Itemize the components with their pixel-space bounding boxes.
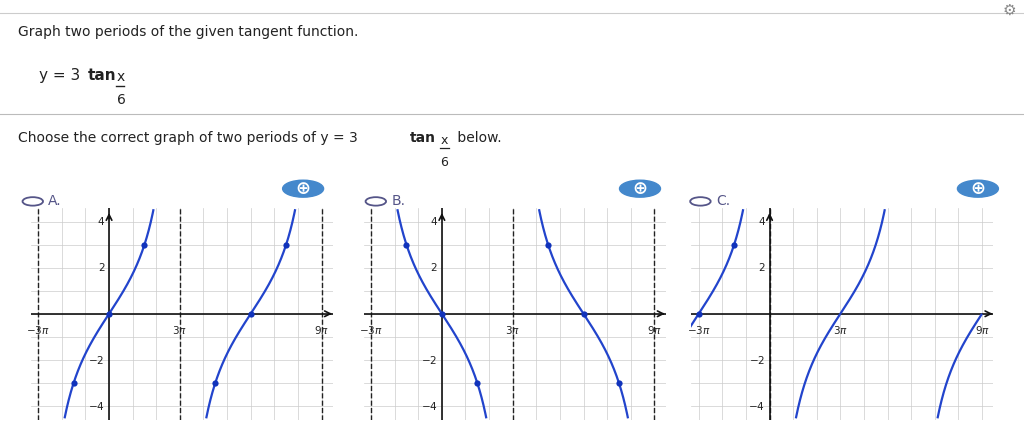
Text: $-3\pi$: $-3\pi$: [687, 324, 711, 336]
Text: C.: C.: [716, 194, 730, 209]
Text: tan: tan: [410, 131, 435, 145]
Text: B.: B.: [391, 194, 406, 209]
Text: Graph two periods of the given tangent function.: Graph two periods of the given tangent f…: [18, 25, 358, 39]
Text: below.: below.: [453, 131, 501, 145]
Text: $-$4: $-$4: [421, 400, 437, 412]
Text: $-3\pi$: $-3\pi$: [359, 324, 383, 336]
Text: 2: 2: [98, 263, 104, 273]
Text: $3\pi$: $3\pi$: [833, 324, 848, 336]
Text: 4: 4: [98, 217, 104, 226]
Text: $9\pi$: $9\pi$: [647, 324, 662, 336]
Text: $-$4: $-$4: [749, 400, 765, 412]
Text: 6: 6: [440, 156, 449, 169]
Text: 2: 2: [759, 263, 765, 273]
Text: y = 3: y = 3: [39, 68, 85, 83]
Text: $-$2: $-$2: [88, 354, 104, 366]
Text: $9\pi$: $9\pi$: [975, 324, 989, 336]
Text: ⊕: ⊕: [633, 180, 647, 198]
Text: 6: 6: [117, 93, 126, 107]
Text: A.: A.: [48, 194, 61, 209]
Text: ⊕: ⊕: [971, 180, 985, 198]
Text: ⊕: ⊕: [296, 180, 310, 198]
Text: 4: 4: [431, 217, 437, 226]
Text: $-$2: $-$2: [421, 354, 437, 366]
Text: 4: 4: [759, 217, 765, 226]
Text: $3\pi$: $3\pi$: [505, 324, 520, 336]
Text: x: x: [440, 134, 447, 147]
Text: Choose the correct graph of two periods of y = 3: Choose the correct graph of two periods …: [18, 131, 362, 145]
Text: $3\pi$: $3\pi$: [172, 324, 187, 336]
Text: 2: 2: [431, 263, 437, 273]
Text: $9\pi$: $9\pi$: [314, 324, 329, 336]
Text: $-3\pi$: $-3\pi$: [27, 324, 50, 336]
Text: $-$2: $-$2: [749, 354, 765, 366]
Text: tan: tan: [88, 68, 117, 83]
Text: ⚙: ⚙: [1002, 3, 1016, 18]
Text: $-$4: $-$4: [88, 400, 104, 412]
Text: x: x: [117, 70, 125, 84]
